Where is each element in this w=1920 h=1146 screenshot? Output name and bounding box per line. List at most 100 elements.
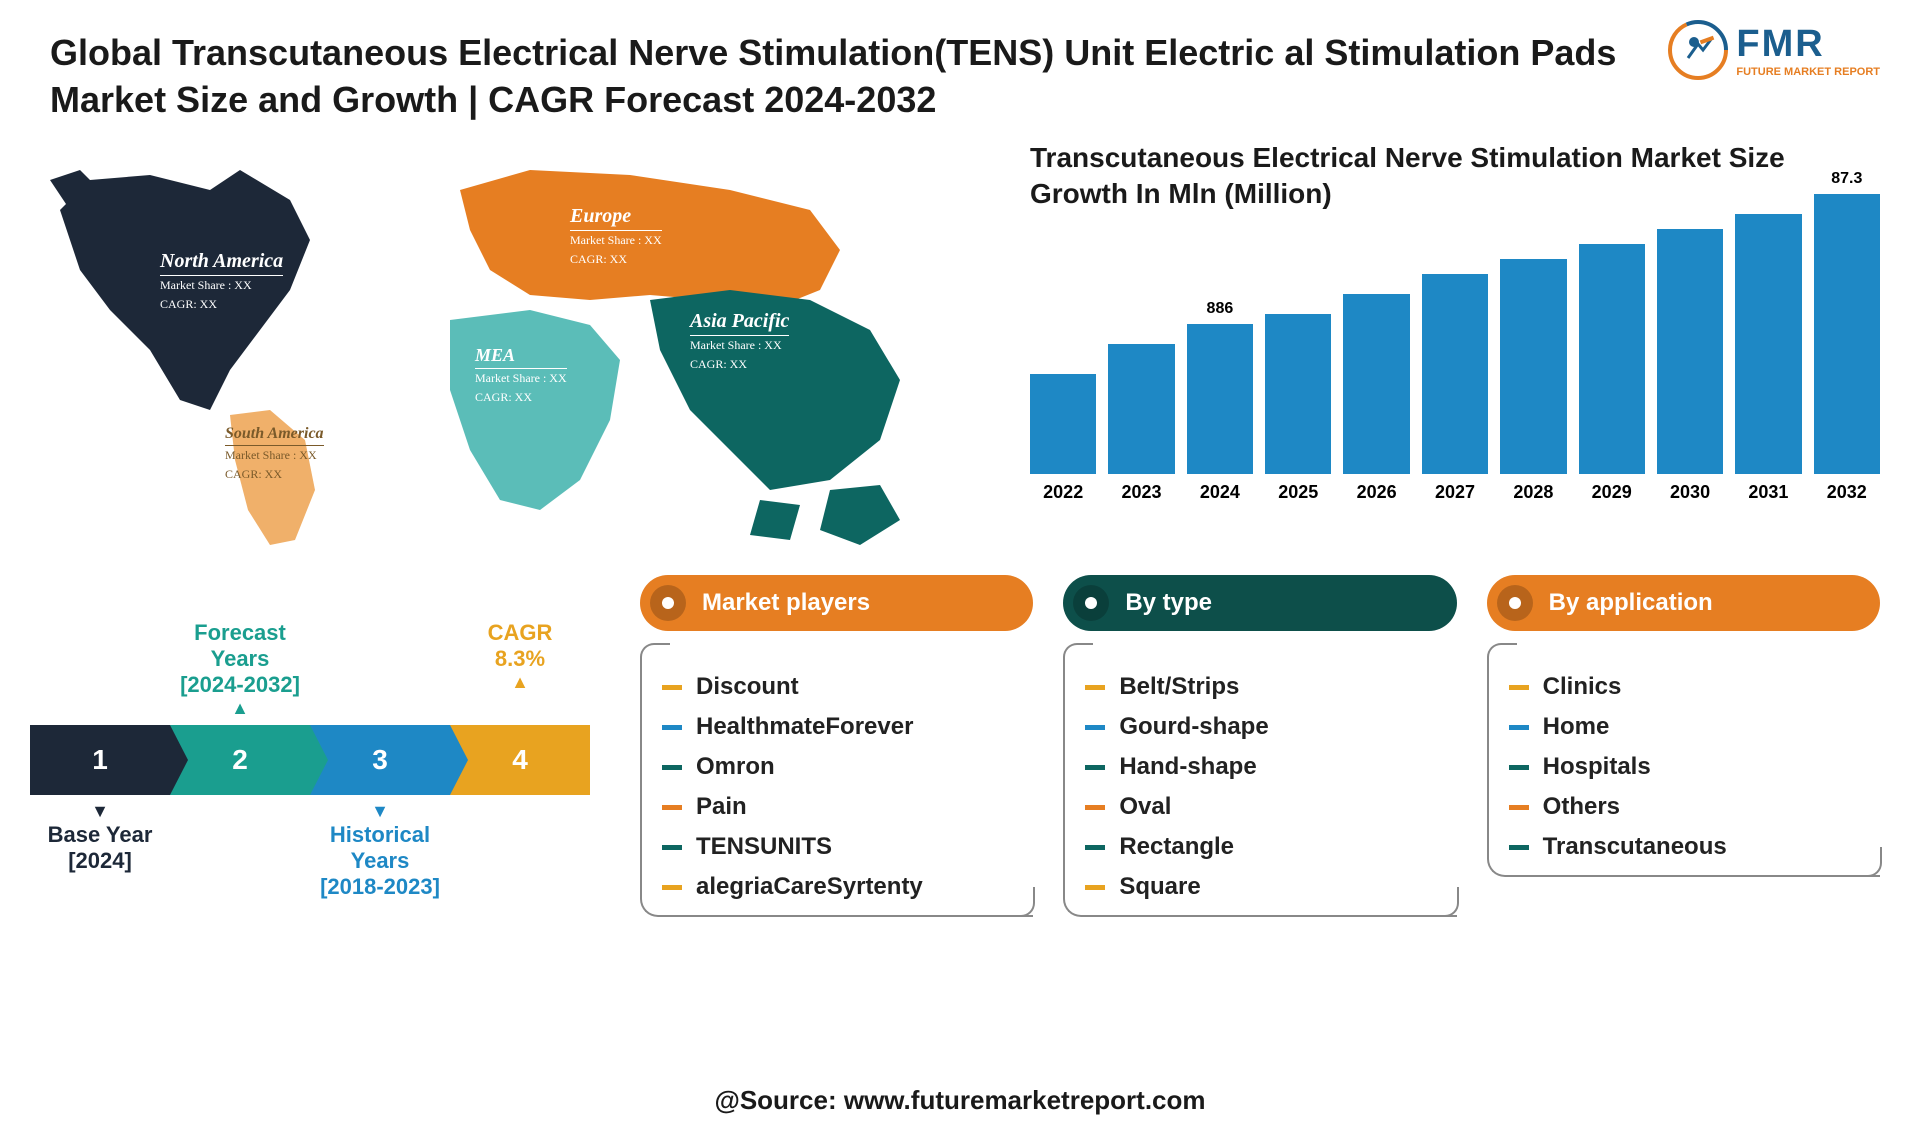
list-item-text: Omron	[696, 753, 775, 781]
list-item: Belt/Strips	[1085, 667, 1456, 707]
bar-year-label: 2024	[1200, 482, 1240, 503]
list-item-text: Others	[1543, 793, 1620, 821]
label-na-share: Market Share : XX	[160, 275, 283, 293]
list-item: alegriaCareSyrtenty	[662, 867, 1033, 907]
logo-subtitle: FUTURE MARKET REPORT	[1736, 66, 1880, 78]
list-item: Oval	[1085, 787, 1456, 827]
label-eu-cagr: CAGR: XX	[570, 250, 662, 267]
list-item-text: Discount	[696, 673, 799, 701]
timeline-seg-4: 4	[450, 725, 590, 795]
label-sa-share: Market Share : XX	[225, 445, 324, 463]
market-players-column: Market players Discount HealthmateForever…	[640, 575, 1033, 917]
list-item: Others	[1509, 787, 1880, 827]
bar-2022: 2022	[1030, 374, 1096, 503]
timeline: Forecast Years [2024-2032] ▲ CAGR 8.3% ▲…	[30, 620, 590, 900]
list-item-text: TENSUNITS	[696, 833, 832, 861]
world-map: North America Market Share : XX CAGR: XX…	[30, 150, 930, 550]
list-item-text: Oval	[1119, 793, 1171, 821]
timeline-seg-2: 2	[170, 725, 310, 795]
dot-icon	[650, 585, 686, 621]
base-value: [2024]	[30, 848, 170, 874]
label-ap-cagr: CAGR: XX	[690, 355, 789, 372]
bar-year-label: 2023	[1122, 482, 1162, 503]
timeline-seg-3: 3	[310, 725, 450, 795]
bar-year-label: 2026	[1357, 482, 1397, 503]
base-label: Base Year	[30, 822, 170, 848]
list-item-text: HealthmateForever	[696, 713, 913, 741]
list-item: Pain	[662, 787, 1033, 827]
triangle-up-icon: ▲	[450, 672, 590, 693]
list-item-text: Pain	[696, 793, 747, 821]
chart-title: Transcutaneous Electrical Nerve Stimulat…	[1030, 140, 1880, 213]
list-marker-icon	[1509, 765, 1529, 770]
bar-year-label: 2028	[1513, 482, 1553, 503]
bar-year-label: 2029	[1592, 482, 1632, 503]
bar-2030: 2030	[1657, 229, 1723, 503]
list-item: Discount	[662, 667, 1033, 707]
forecast-label: Forecast Years	[170, 620, 310, 672]
list-item-text: Clinics	[1543, 673, 1622, 701]
source-attribution: @Source: www.futuremarketreport.com	[714, 1085, 1205, 1116]
label-mea-cagr: CAGR: XX	[475, 388, 567, 405]
list-marker-icon	[1085, 805, 1105, 810]
region-mea	[450, 310, 620, 510]
bar-2029: 2029	[1579, 244, 1645, 503]
forecast-range: [2024-2032]	[170, 672, 310, 698]
bar-2031: 2031	[1735, 214, 1801, 503]
market-players-header: Market players	[640, 575, 1033, 631]
list-item: Rectangle	[1085, 827, 1456, 867]
list-item-text: Belt/Strips	[1119, 673, 1239, 701]
list-marker-icon	[662, 725, 682, 730]
label-mea-name: MEA	[475, 345, 567, 366]
market-players-title: Market players	[702, 589, 870, 617]
triangle-down-icon: ▼	[310, 801, 450, 822]
bar-value-2024: 886	[1207, 300, 1234, 318]
triangle-down-icon: ▼	[30, 801, 170, 822]
list-item-text: Hand-shape	[1119, 753, 1256, 781]
bar-2028: 2028	[1500, 259, 1566, 503]
list-item-text: Square	[1119, 873, 1200, 901]
dot-icon	[1497, 585, 1533, 621]
list-item: Hand-shape	[1085, 747, 1456, 787]
label-ap-share: Market Share : XX	[690, 335, 789, 353]
list-marker-icon	[1509, 805, 1529, 810]
page-title: Global Transcutaneous Electrical Nerve S…	[50, 30, 1660, 124]
list-item-text: Rectangle	[1119, 833, 1234, 861]
list-marker-icon	[1509, 685, 1529, 690]
bar-2024: 8862024	[1187, 324, 1253, 503]
list-item: Omron	[662, 747, 1033, 787]
list-item-text: alegriaCareSyrtenty	[696, 873, 923, 901]
label-na-name: North America	[160, 250, 283, 273]
list-item: HealthmateForever	[662, 707, 1033, 747]
bar-year-label: 2022	[1043, 482, 1083, 503]
list-item-text: Home	[1543, 713, 1610, 741]
list-item: TENSUNITS	[662, 827, 1033, 867]
label-na-cagr: CAGR: XX	[160, 295, 283, 312]
bar-2023: 2023	[1108, 344, 1174, 503]
label-mea-share: Market Share : XX	[475, 368, 567, 386]
bar-2032: 87.32032	[1814, 194, 1880, 503]
list-item: Clinics	[1509, 667, 1880, 707]
cagr-label: CAGR	[450, 620, 590, 646]
by-application-header: By application	[1487, 575, 1880, 631]
by-application-title: By application	[1549, 589, 1713, 617]
label-eu-name: Europe	[570, 205, 662, 228]
by-type-column: By type Belt/Strips Gourd-shape Hand-shape…	[1063, 575, 1456, 917]
list-item: Home	[1509, 707, 1880, 747]
list-item: Gourd-shape	[1085, 707, 1456, 747]
bar-year-label: 2032	[1827, 482, 1867, 503]
fmr-logo: FMR FUTURE MARKET REPORT	[1668, 20, 1880, 80]
list-item-text: Gourd-shape	[1119, 713, 1268, 741]
by-type-header: By type	[1063, 575, 1456, 631]
label-ap-name: Asia Pacific	[690, 310, 789, 333]
bar-value-2032: 87.3	[1831, 170, 1862, 188]
cagr-value: 8.3%	[450, 646, 590, 672]
list-marker-icon	[1085, 765, 1105, 770]
triangle-up-icon: ▲	[170, 698, 310, 719]
bar-year-label: 2030	[1670, 482, 1710, 503]
bar-2027: 2027	[1422, 274, 1488, 503]
list-item: Square	[1085, 867, 1456, 907]
logo-text: FMR	[1736, 23, 1880, 66]
by-type-title: By type	[1125, 589, 1212, 617]
bar-year-label: 2025	[1278, 482, 1318, 503]
